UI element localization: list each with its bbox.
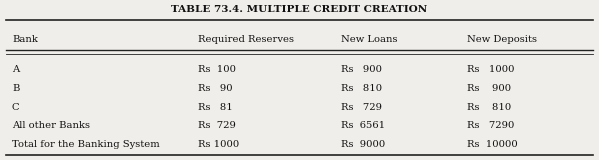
Text: A: A (12, 65, 19, 74)
Text: Rs    810: Rs 810 (467, 103, 512, 112)
Text: Rs   81: Rs 81 (198, 103, 232, 112)
Text: Bank: Bank (12, 35, 38, 44)
Text: All other Banks: All other Banks (12, 121, 90, 130)
Text: Rs 1000: Rs 1000 (198, 140, 239, 149)
Text: Rs  100: Rs 100 (198, 65, 235, 74)
Text: Rs   900: Rs 900 (341, 65, 382, 74)
Text: Rs   729: Rs 729 (341, 103, 382, 112)
Text: TABLE 73.4. MULTIPLE CREDIT CREATION: TABLE 73.4. MULTIPLE CREDIT CREATION (171, 5, 428, 14)
Text: New Deposits: New Deposits (467, 35, 537, 44)
Text: B: B (12, 84, 19, 93)
Text: Rs    900: Rs 900 (467, 84, 512, 93)
Text: C: C (12, 103, 20, 112)
Text: Total for the Banking System: Total for the Banking System (12, 140, 160, 149)
Text: Rs   1000: Rs 1000 (467, 65, 515, 74)
Text: New Loans: New Loans (341, 35, 398, 44)
Text: Rs  10000: Rs 10000 (467, 140, 518, 149)
Text: Rs  6561: Rs 6561 (341, 121, 386, 130)
Text: Required Reserves: Required Reserves (198, 35, 294, 44)
Text: Rs  9000: Rs 9000 (341, 140, 386, 149)
Text: Rs   810: Rs 810 (341, 84, 383, 93)
Text: Rs   7290: Rs 7290 (467, 121, 515, 130)
Text: Rs   90: Rs 90 (198, 84, 232, 93)
Text: Rs  729: Rs 729 (198, 121, 235, 130)
